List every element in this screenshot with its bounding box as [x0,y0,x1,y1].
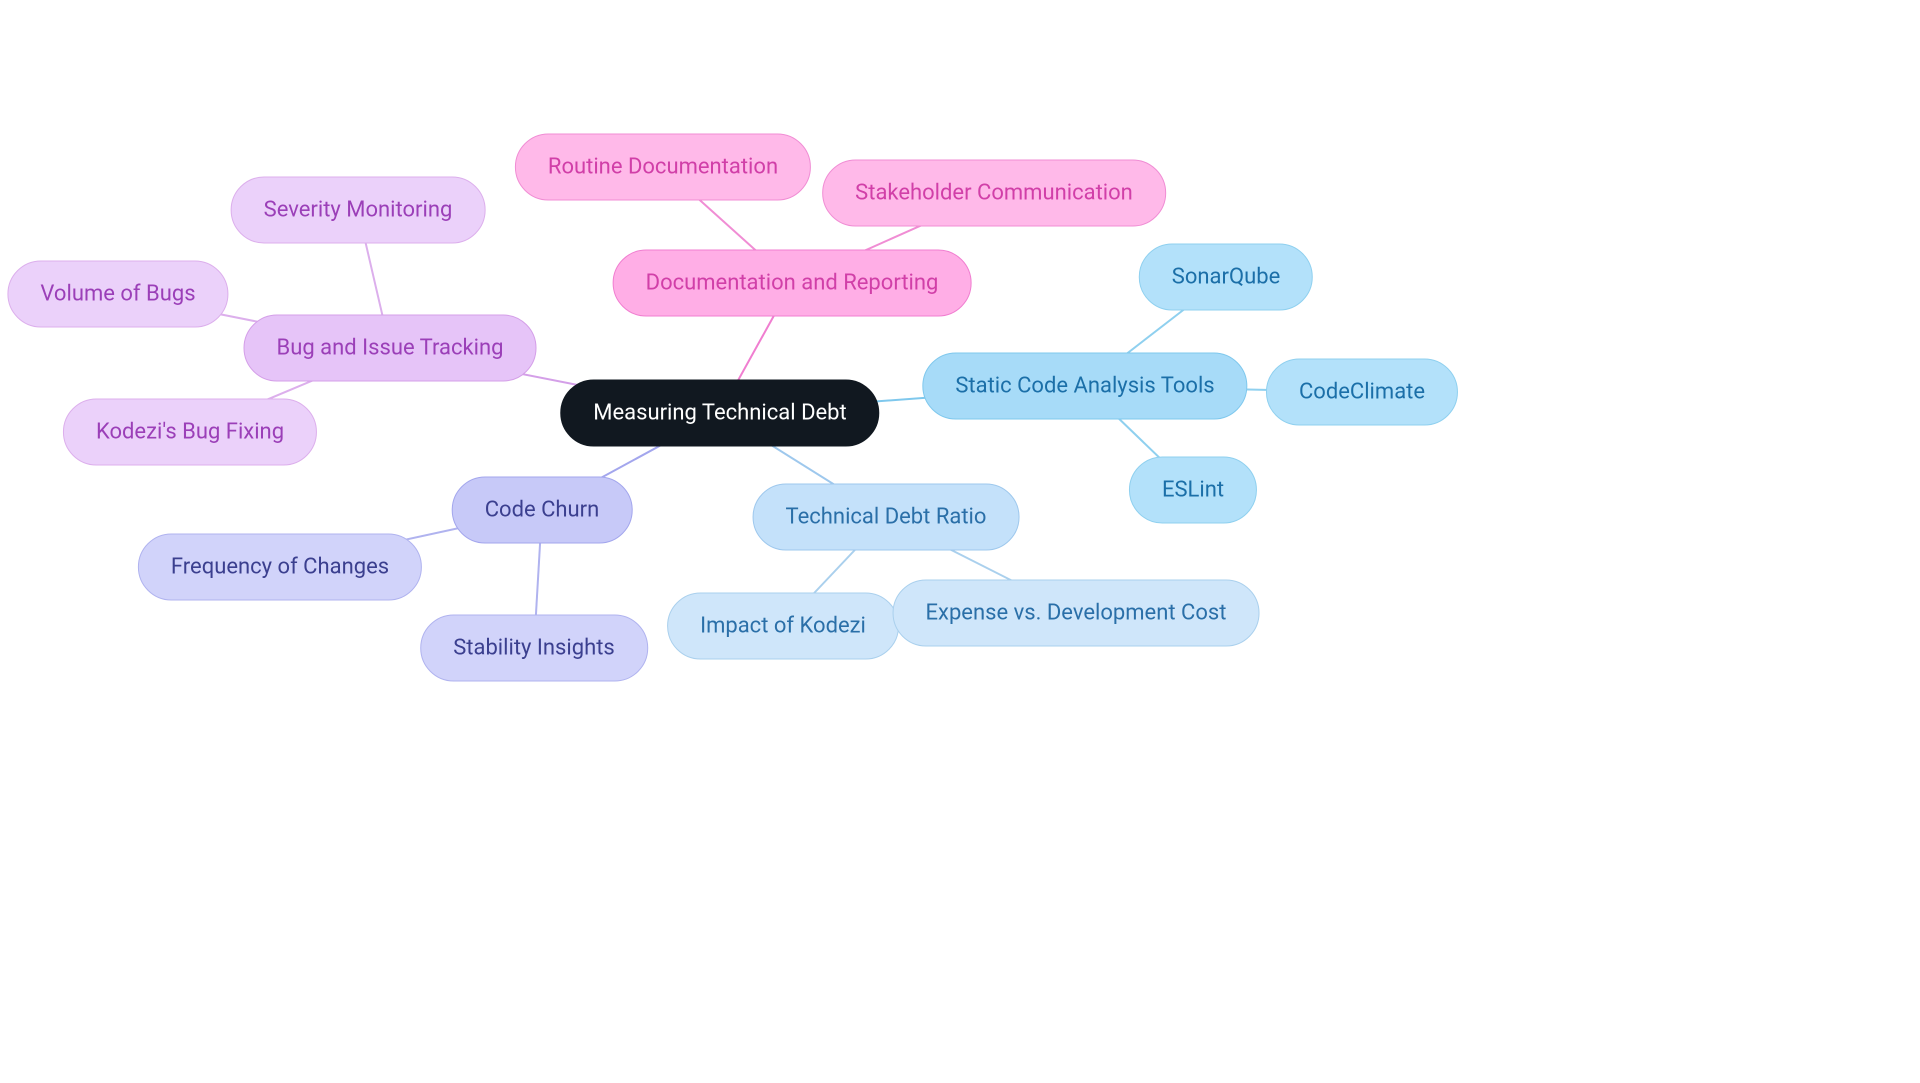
node-root: Measuring Technical Debt [560,380,879,447]
node-codeclimate: CodeClimate [1266,359,1458,426]
node-kodezi: Kodezi's Bug Fixing [63,399,317,466]
node-ratio: Technical Debt Ratio [753,484,1020,551]
node-churn: Code Churn [452,477,633,544]
node-stability: Stability Insights [420,615,648,682]
node-doc_routine: Routine Documentation [515,134,811,201]
node-doc_stake: Stakeholder Communication [822,160,1166,227]
mindmap-canvas: Measuring Technical Debt Documentation an… [0,0,1920,1083]
node-expense: Expense vs. Development Cost [893,580,1260,647]
node-severity: Severity Monitoring [231,177,486,244]
node-volume: Volume of Bugs [7,261,228,328]
node-sonar: SonarQube [1139,244,1313,311]
node-impact: Impact of Kodezi [667,593,899,660]
node-static: Static Code Analysis Tools [922,353,1247,420]
node-freq: Frequency of Changes [138,534,422,601]
node-bug: Bug and Issue Tracking [244,315,537,382]
node-eslint: ESLint [1129,457,1257,524]
node-doc: Documentation and Reporting [613,250,972,317]
